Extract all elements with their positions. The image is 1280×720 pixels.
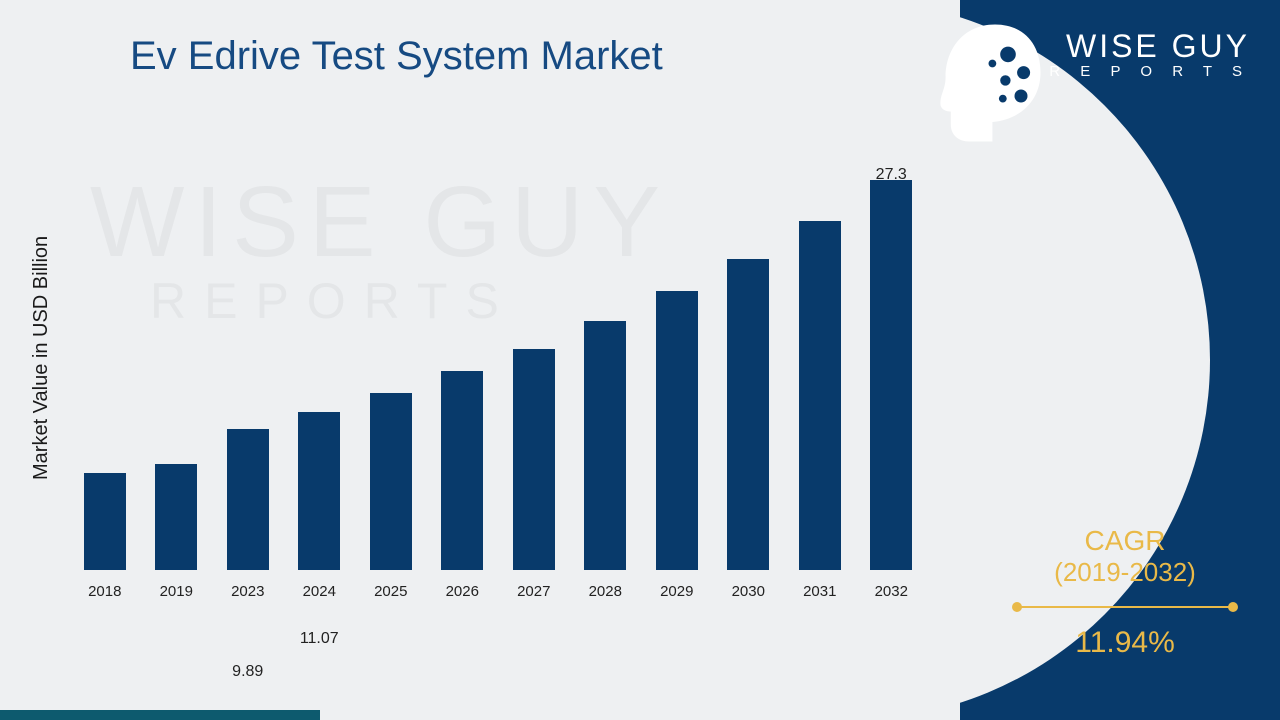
bars-container: 9.89 11.07 27.3 bbox=[78, 170, 918, 570]
x-tick-label: 2032 bbox=[865, 583, 919, 600]
bar bbox=[656, 291, 698, 570]
x-tick-label: 2023 bbox=[221, 583, 275, 600]
bar bbox=[870, 180, 912, 570]
x-tick-label: 2027 bbox=[507, 583, 561, 600]
brand-logo-text: WISE GUY R E P O R T S bbox=[1049, 28, 1250, 80]
bar-wrap bbox=[436, 371, 490, 570]
brand-line2: R E P O R T S bbox=[1049, 63, 1250, 80]
bar-wrap: 27.3 bbox=[865, 180, 919, 570]
bar-wrap bbox=[150, 464, 204, 570]
bar bbox=[727, 259, 769, 570]
chart-area: 9.8911.0727.3 20182019202320242025202620… bbox=[78, 170, 918, 600]
bar bbox=[298, 412, 340, 570]
x-tick-label: 2028 bbox=[579, 583, 633, 600]
bar-wrap bbox=[78, 473, 132, 570]
bar bbox=[155, 464, 197, 570]
bar-value-label: 9.89 bbox=[221, 663, 275, 681]
brand-line1: WISE GUY bbox=[1049, 28, 1250, 65]
cagr-divider bbox=[1014, 606, 1236, 608]
cagr-value: 11.94% bbox=[1010, 626, 1240, 660]
bar-wrap: 9.89 bbox=[221, 429, 275, 570]
x-tick-label: 2026 bbox=[436, 583, 490, 600]
x-axis-labels: 2018 2019 2023 2024 2025 2026 2027 2028 2029 2030… bbox=[78, 583, 918, 600]
bar-wrap bbox=[579, 321, 633, 570]
x-tick-label: 2025 bbox=[364, 583, 418, 600]
cagr-label: CAGR bbox=[1010, 525, 1240, 557]
cagr-range: (2019-2032) bbox=[1010, 557, 1240, 588]
bar-wrap bbox=[650, 291, 704, 570]
bottom-accent-bar bbox=[0, 710, 320, 720]
bar bbox=[513, 349, 555, 570]
bar-wrap bbox=[722, 259, 776, 570]
bar bbox=[584, 321, 626, 570]
x-tick-label: 2029 bbox=[650, 583, 704, 600]
chart-title: Ev Edrive Test System Market bbox=[130, 34, 663, 79]
y-axis-label: Market Value in USD Billion bbox=[30, 236, 53, 480]
x-tick-label: 2024 bbox=[293, 583, 347, 600]
bar bbox=[441, 371, 483, 570]
bar-wrap: 11.07 bbox=[293, 412, 347, 570]
bar bbox=[799, 221, 841, 570]
brain-head-icon bbox=[930, 18, 1060, 148]
bar bbox=[370, 393, 412, 570]
bar-wrap bbox=[507, 349, 561, 570]
x-tick-label: 2030 bbox=[722, 583, 776, 600]
bar-wrap bbox=[364, 393, 418, 570]
x-tick-label: 2031 bbox=[793, 583, 847, 600]
bar bbox=[84, 473, 126, 570]
bar-wrap bbox=[793, 221, 847, 570]
x-tick-label: 2018 bbox=[78, 583, 132, 600]
cagr-box: CAGR (2019-2032) 11.94% bbox=[1010, 525, 1240, 660]
bar-value-label: 11.07 bbox=[293, 630, 347, 648]
page-root: WISE GUY R E P O R T S Ev Edrive Test Sy… bbox=[0, 0, 1280, 720]
bar-value-label: 27.3 bbox=[865, 166, 919, 184]
x-tick-label: 2019 bbox=[150, 583, 204, 600]
bar bbox=[227, 429, 269, 570]
